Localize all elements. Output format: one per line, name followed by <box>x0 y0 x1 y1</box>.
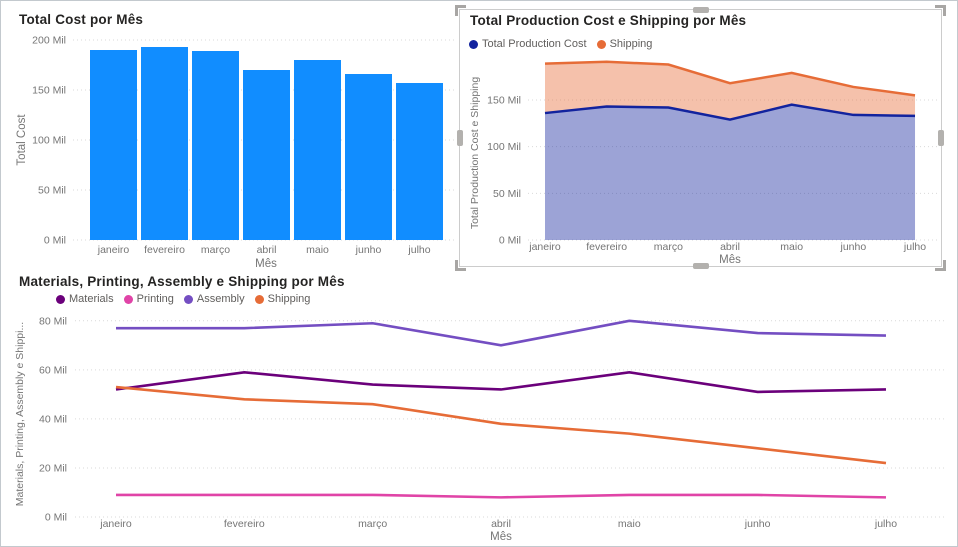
area-chart-plot[interactable]: 0 Mil 50 Mil 100 Mil 150 Mil janeiro fevereir… <box>460 58 940 266</box>
x-tick-label: janeiro <box>528 241 561 253</box>
legend-item-shipping[interactable]: Shipping <box>596 38 653 50</box>
x-tick-label: janeiro <box>97 244 130 256</box>
legend-dot-icon <box>469 39 478 49</box>
y-tick-label: 20 Mil <box>39 462 67 474</box>
x-tick-label: fevereiro <box>586 241 627 253</box>
y-tick-label: 50 Mil <box>38 185 66 197</box>
x-tick-label: maio <box>306 244 329 256</box>
x-tick-label: abril <box>257 244 277 256</box>
x-tick-label: julho <box>874 518 897 530</box>
legend-dot-icon <box>123 294 133 304</box>
legend: Materials Printing Assembly Shipping <box>56 293 310 305</box>
legend: Total Production Cost Shipping <box>469 38 652 50</box>
y-tick-label: 0 Mil <box>499 235 521 247</box>
x-tick-label: fevereiro <box>144 244 185 256</box>
bar-março[interactable] <box>192 51 239 240</box>
selection-handle-right[interactable] <box>938 130 944 146</box>
legend-item-total-production-cost[interactable]: Total Production Cost <box>469 38 587 50</box>
y-tick-label: 80 Mil <box>39 315 67 327</box>
legend-dot-icon <box>596 39 606 49</box>
visual-total-cost-bar-chart[interactable]: Total Cost por Mês 0 Mil 50 Mil 100 Mil 150… <box>9 9 459 269</box>
bar-abril[interactable] <box>243 70 290 240</box>
line-materials[interactable] <box>115 370 887 394</box>
legend-item-materials[interactable]: Materials <box>56 293 114 305</box>
line-assembly[interactable] <box>116 319 887 347</box>
chart-title: Total Cost por Mês <box>19 12 144 27</box>
chart-title: Total Production Cost e Shipping por Mês <box>470 13 747 28</box>
x-tick-label: fevereiro <box>224 518 265 530</box>
visual-production-shipping-area-chart[interactable]: Total Production Cost e Shipping por Mês… <box>455 5 946 271</box>
y-tick-label: 60 Mil <box>39 364 67 376</box>
x-tick-label: junho <box>355 244 382 256</box>
area-shipping[interactable] <box>545 61 916 120</box>
selection-handle-top[interactable] <box>692 7 709 13</box>
legend-label: Assembly <box>196 293 245 305</box>
x-tick-label: junho <box>839 241 866 253</box>
x-tick-label: março <box>201 244 230 256</box>
line-total-production-cost[interactable] <box>544 103 916 121</box>
y-tick-label: 0 Mil <box>44 235 66 247</box>
bar-maio[interactable] <box>294 60 341 240</box>
bar-janeiro[interactable] <box>90 50 137 240</box>
y-tick-label: 0 Mil <box>45 512 67 524</box>
selection-corner-bottom-right[interactable] <box>935 260 946 271</box>
x-tick-label: abril <box>491 518 511 530</box>
y-tick-label: 50 Mil <box>493 188 521 200</box>
legend-label: Shipping <box>609 38 653 50</box>
x-axis-title: Mês <box>255 258 277 269</box>
y-tick-label: 40 Mil <box>39 413 67 425</box>
x-axis-title: Mês <box>490 531 512 543</box>
selection-corner-top-right[interactable] <box>935 5 946 16</box>
bar-fevereiro[interactable] <box>141 47 188 240</box>
bar-junho[interactable] <box>345 74 392 240</box>
x-tick-label: julho <box>903 241 926 253</box>
chart-title: Materials, Printing, Assembly e Shipping… <box>19 274 345 289</box>
line-shipping[interactable] <box>115 385 887 465</box>
legend-dot-icon <box>56 294 65 304</box>
selection-corner-top-left[interactable] <box>455 5 466 16</box>
legend-item-assembly[interactable]: Assembly <box>183 293 245 305</box>
x-tick-label: junho <box>744 518 771 530</box>
x-tick-label: abril <box>720 241 740 253</box>
y-axis-title: Materials, Printing, Assembly e Shippi..… <box>14 322 26 506</box>
x-tick-label: julho <box>407 244 430 256</box>
bar-chart-plot[interactable]: 0 Mil 50 Mil 100 Mil 150 Mil 200 Mil janeiro f… <box>9 31 459 269</box>
legend-dot-icon <box>183 294 193 304</box>
selection-handle-left[interactable] <box>457 130 463 146</box>
bar-julho[interactable] <box>396 83 443 240</box>
legend-label: Printing <box>136 293 174 305</box>
y-tick-label: 150 Mil <box>487 95 521 107</box>
y-axis-title: Total Production Cost e Shipping <box>469 77 481 230</box>
x-axis-title: Mês <box>719 254 741 266</box>
line-printing[interactable] <box>116 493 887 499</box>
x-tick-label: março <box>358 518 387 530</box>
area-total-production-cost[interactable] <box>545 104 916 240</box>
selection-corner-bottom-left[interactable] <box>455 260 466 271</box>
line-chart-plot[interactable]: 0 Mil 20 Mil 40 Mil 60 Mil 80 Mil janeiro feve… <box>9 311 951 543</box>
x-tick-label: janeiro <box>99 518 132 530</box>
x-tick-label: março <box>654 241 683 253</box>
legend-item-printing[interactable]: Printing <box>123 293 174 305</box>
y-axis-title: Total Cost <box>16 114 28 166</box>
x-tick-label: maio <box>618 518 641 530</box>
y-tick-label: 200 Mil <box>32 35 66 47</box>
y-tick-label: 100 Mil <box>32 135 66 147</box>
x-tick-label: maio <box>780 241 803 253</box>
y-tick-label: 100 Mil <box>487 141 521 153</box>
legend-item-shipping[interactable]: Shipping <box>254 293 311 305</box>
legend-label: Materials <box>69 293 114 305</box>
legend-label: Total Production Cost <box>482 38 587 50</box>
selection-handle-bottom[interactable] <box>692 263 709 269</box>
legend-label: Shipping <box>267 293 311 305</box>
visual-materials-lines-chart[interactable]: Materials, Printing, Assembly e Shipping… <box>9 271 953 543</box>
line-shipping-total[interactable] <box>544 60 916 97</box>
y-tick-label: 150 Mil <box>32 85 66 97</box>
legend-dot-icon <box>254 294 264 304</box>
